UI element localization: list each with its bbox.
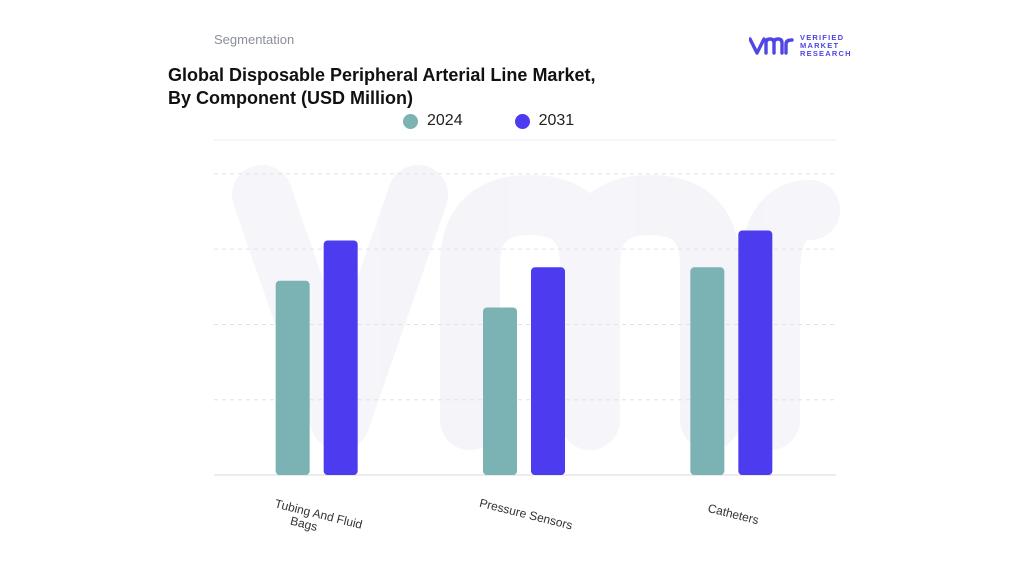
bars-layer [275,230,773,475]
bar-2024-tubing-and-fluid-bags [275,280,310,475]
grid-lines [214,139,836,476]
chart-title-line-1: Global Disposable Peripheral Arterial Li… [168,65,596,85]
legend-item-2024: 2024 [403,112,463,130]
chart-title-line-2: By Component (USD Million) [168,88,413,108]
chart-legend: 2024 2031 [403,112,574,130]
legend-label-2024: 2024 [427,112,463,129]
legend-label-2031: 2031 [538,112,575,129]
bar-2031-catheters [738,230,773,475]
legend-swatch-2024 [403,113,418,129]
x-tick-label: Catheters [706,501,760,527]
vmr-logo-icon [749,37,794,55]
logo-line-3: RESEARCH [800,49,852,58]
logo-line-1: VERIFIED [800,33,845,42]
bar-2024-catheters [690,267,725,475]
bar-2024-pressure-sensors [483,307,517,475]
bar-2031-pressure-sensors [531,267,565,475]
bar-2031-tubing-and-fluid-bags [323,240,358,475]
legend-swatch-2031 [514,113,530,129]
logo-wordmark: VERIFIED MARKET RESEARCH [800,34,852,58]
logo-line-2: MARKET [800,41,840,50]
segmentation-label: Segmentation [214,32,295,47]
brand-logo: VERIFIED MARKET RESEARCH [749,34,852,58]
x-axis-labels: Tubing And FluidBags Pressure Sensors Cath… [270,496,760,544]
x-tick-label: Tubing And FluidBags [270,496,363,544]
chart-title: Global Disposable Peripheral Arterial Li… [168,64,595,110]
x-tick-label: Pressure Sensors [478,496,574,533]
legend-item-2031: 2031 [514,112,575,130]
